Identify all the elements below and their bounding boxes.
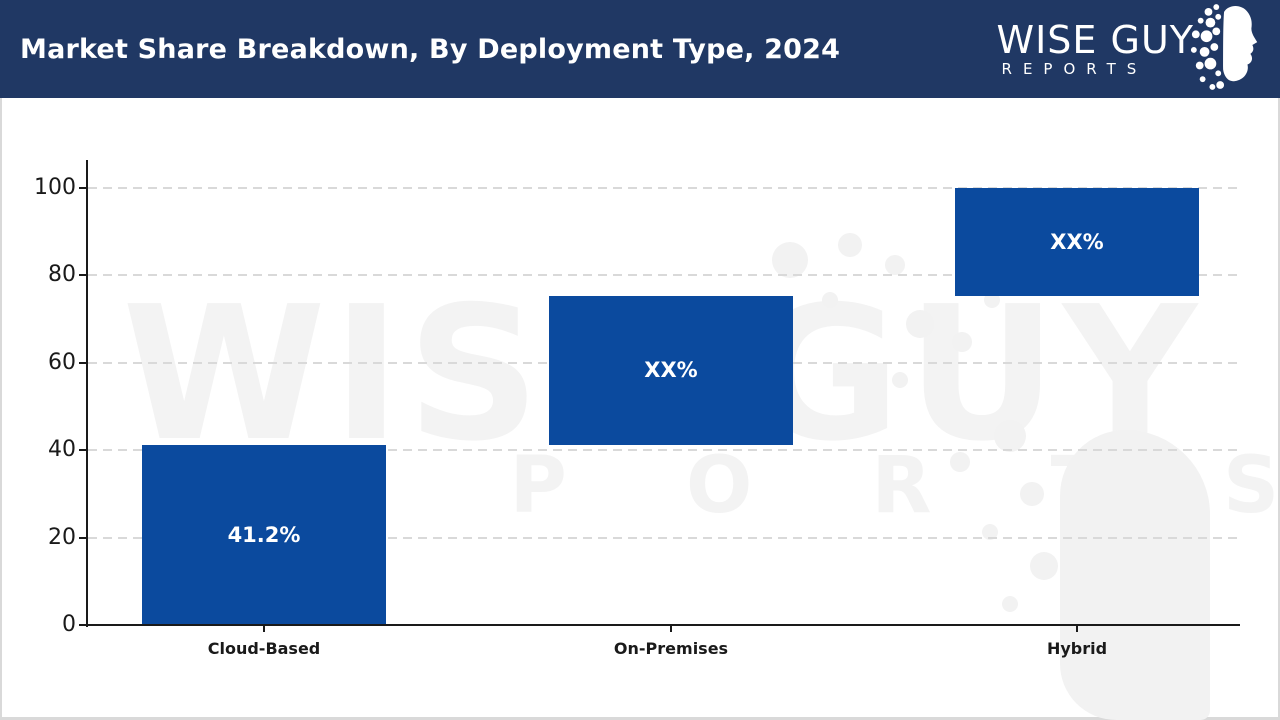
wise-guy-reports-logo: WISE GUY REPORTS [997,1,1266,97]
page-title: Market Share Breakdown, By Deployment Ty… [20,33,841,65]
bar-on-premises: XX% [549,295,793,445]
gridline [88,186,1240,189]
logo-wordmark: WISE GUY [996,18,1194,62]
y-tick-mark [79,361,88,364]
bar-value-label: XX% [644,358,698,383]
x-category-label: Hybrid [1046,639,1108,658]
x-category-label: On-Premises [613,639,729,658]
y-tick-label: 60 [48,349,76,375]
bar-value-label: 41.2% [227,522,301,547]
y-tick-mark [79,449,88,451]
y-tick-mark [79,624,88,626]
x-axis-line [86,624,1240,626]
x-tick-mark [263,625,265,632]
y-tick-label: 100 [34,174,76,200]
y-tick-label: 40 [48,437,76,462]
x-category-label: Cloud-Based [207,639,321,658]
bar-value-label: XX% [1050,229,1104,254]
header-bar: Market Share Breakdown, By Deployment Ty… [0,0,1280,98]
y-tick-mark [79,186,88,189]
y-axis-line [86,160,88,627]
logo-head-icon [1188,1,1266,97]
gridline [88,449,1240,451]
gridline [88,274,1240,276]
bar-hybrid: XX% [955,187,1199,296]
y-tick-mark [79,536,88,539]
y-tick-label: 0 [62,612,76,637]
y-tick-label: 80 [48,262,76,287]
gridline [88,536,1240,539]
x-tick-mark [670,625,672,632]
y-tick-label: 20 [48,524,76,550]
y-tick-mark [79,274,88,276]
logo-subtext: REPORTS [1001,60,1148,78]
bar-cloud-based: 41.2% [142,444,386,625]
x-tick-mark [1076,625,1078,632]
